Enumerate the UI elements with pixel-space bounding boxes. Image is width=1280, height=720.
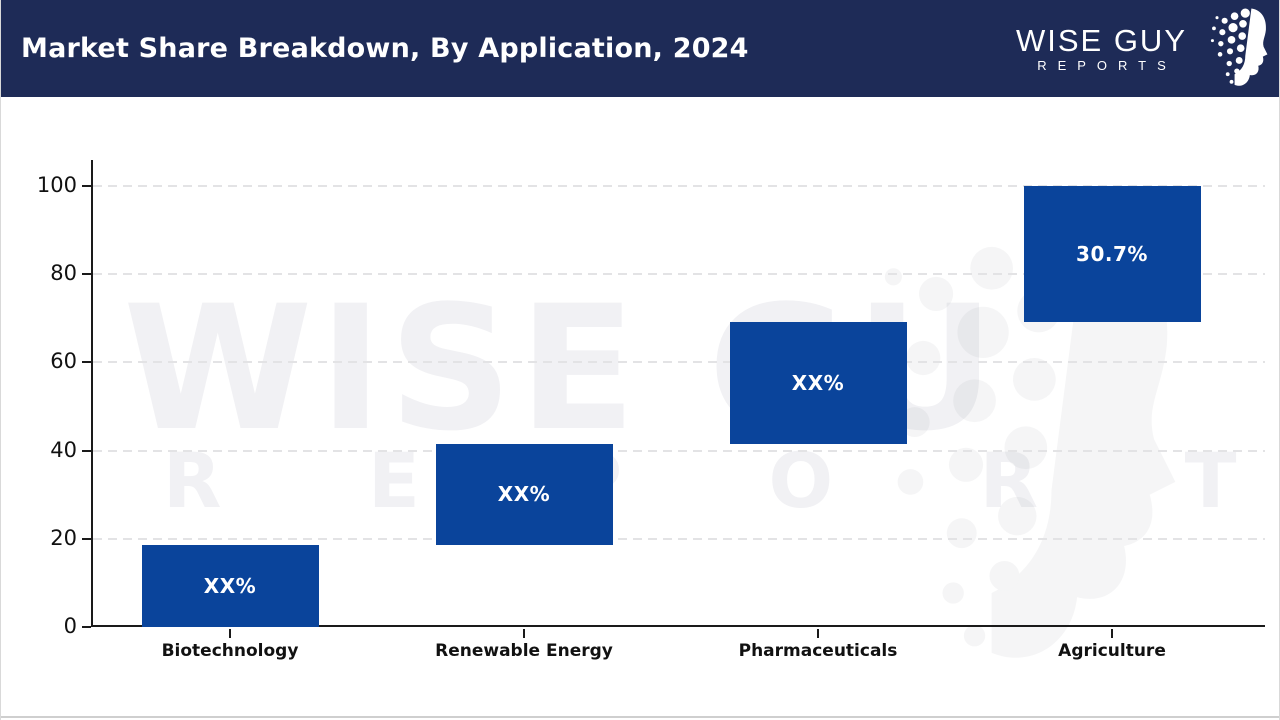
y-tick-mark (82, 185, 91, 187)
y-tick-label: 40 (50, 437, 77, 462)
x-tick-label: Biotechnology (161, 641, 299, 661)
logo-wordmark: WISE GUY REPORTS (1015, 22, 1187, 74)
y-tick-mark (82, 449, 91, 452)
y-tick-mark (82, 361, 91, 364)
y-tick-label: 0 (63, 614, 77, 638)
y-tick-mark (82, 537, 91, 540)
x-axis-line (91, 625, 1265, 627)
bar-value-label: 30.7% (1076, 242, 1148, 267)
bar-agriculture: 30.7% (1023, 186, 1201, 322)
x-tick-mark (229, 629, 231, 638)
gridline (93, 273, 1265, 276)
gridline (93, 185, 1265, 187)
y-tick-label: 60 (50, 349, 77, 374)
header: Market Share Breakdown, By Application, … (1, 0, 1279, 97)
y-tick-label: 100 (36, 173, 77, 197)
y-axis-line (91, 160, 93, 627)
x-tick-label: Pharmaceuticals (738, 641, 898, 661)
bar-pharmaceuticals: XX% (729, 321, 907, 444)
y-tick-mark (82, 273, 91, 276)
watermark-line2: R E P O R T S (163, 436, 1279, 525)
y-tick-mark (82, 626, 91, 628)
bar-value-label: XX% (497, 482, 551, 507)
logo-head-icon (1210, 8, 1268, 86)
x-tick-mark (523, 629, 525, 638)
x-tick-label: Agriculture (1058, 641, 1166, 661)
page-title: Market Share Breakdown, By Application, … (21, 33, 749, 64)
bar-value-label: XX% (791, 370, 845, 395)
gridline (93, 537, 1265, 540)
brand-logo: WISE GUY REPORTS (1015, 7, 1279, 91)
x-tick-mark (1111, 629, 1113, 638)
gridline (93, 449, 1265, 452)
y-tick-label: 20 (50, 525, 77, 550)
chart-area: WISE GU R E P O R T S 020406080100XX%Bio… (1, 97, 1279, 712)
logo-wordmark-main: WISE GUY (1015, 22, 1187, 58)
logo-wordmark-sub: REPORTS (1037, 57, 1177, 73)
x-tick-mark (817, 629, 819, 638)
bottom-border (1, 716, 1279, 718)
bar-renewable-energy: XX% (435, 443, 613, 546)
y-tick-label: 80 (50, 261, 77, 286)
gridline (93, 361, 1265, 364)
bar-biotechnology: XX% (141, 545, 319, 627)
x-tick-label: Renewable Energy (435, 641, 613, 661)
bar-value-label: XX% (203, 574, 257, 599)
